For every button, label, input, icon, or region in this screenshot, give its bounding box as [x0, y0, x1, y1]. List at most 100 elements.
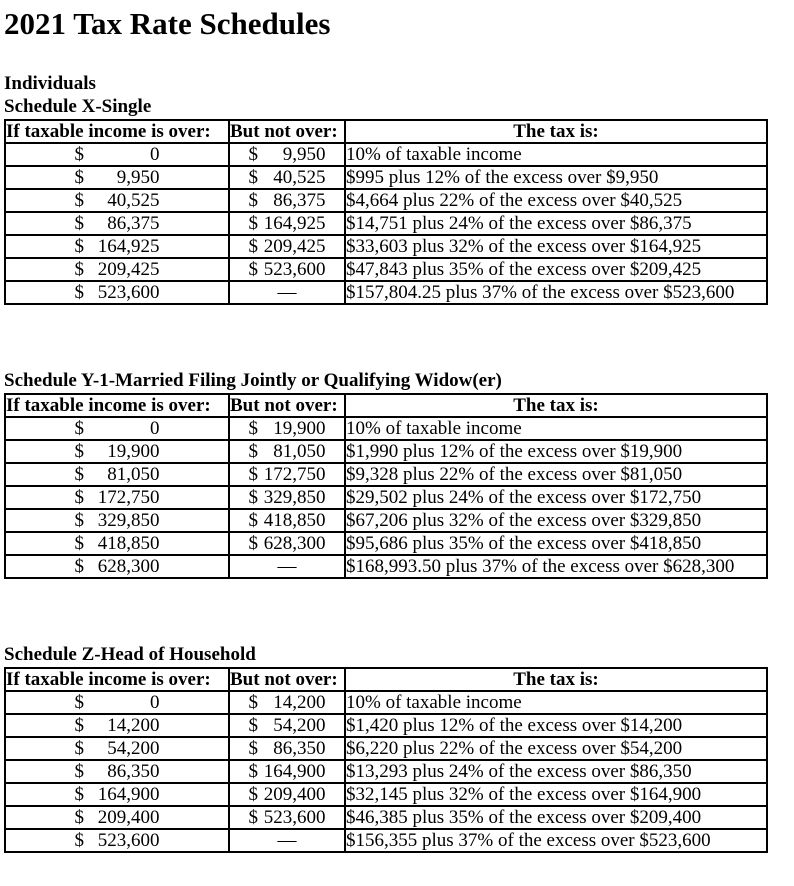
tax-table-x: If taxable income is over: But not over:…: [4, 119, 768, 305]
tax-description: $1,420 plus 12% of the excess over $14,2…: [345, 714, 767, 737]
currency-symbol: $: [74, 807, 85, 828]
currency-symbol: $: [74, 144, 85, 165]
tax-description: 10% of taxable income: [345, 691, 767, 714]
income-over-cell: $209,400: [5, 806, 229, 829]
not-over-cell: $86,350: [229, 737, 345, 760]
income-over-amount: $523,600: [75, 830, 160, 851]
tax-description: $29,502 plus 24% of the excess over $172…: [345, 486, 767, 509]
income-over-value: 0: [150, 692, 160, 713]
income-over-amount: $9,950: [75, 167, 160, 188]
tax-description: $46,385 plus 35% of the excess over $209…: [345, 806, 767, 829]
not-over-amount: $209,425: [249, 236, 326, 257]
income-over-value: 209,400: [97, 807, 160, 828]
not-over-value: 628,300: [263, 533, 326, 554]
currency-symbol: $: [74, 761, 85, 782]
currency-symbol: $: [74, 282, 85, 303]
income-over-value: 14,200: [107, 715, 160, 736]
header-row: If taxable income is over: But not over:…: [5, 394, 767, 417]
not-over-amount: $164,900: [249, 761, 326, 782]
income-over-value: 628,300: [97, 556, 160, 577]
col-header-not-over: But not over:: [229, 668, 345, 691]
income-over-value: 19,900: [107, 441, 160, 462]
income-over-value: 9,950: [116, 167, 160, 188]
income-over-value: 0: [150, 144, 160, 165]
col-header-income-over: If taxable income is over:: [5, 668, 229, 691]
income-over-amount: $628,300: [75, 556, 160, 577]
income-over-value: 523,600: [97, 282, 160, 303]
currency-symbol: $: [74, 830, 85, 851]
bracket-row: $81,050 $172,750 $9,328 plus 22% of the ex…: [5, 463, 767, 486]
income-over-amount: $40,525: [75, 190, 160, 211]
income-over-amount: $14,200: [75, 715, 160, 736]
bracket-row: $0 $9,950 10% of taxable income: [5, 143, 767, 166]
not-over-cell: $164,900: [229, 760, 345, 783]
schedule-y1-title: Schedule Y-1-Married Filing Jointly or Q…: [4, 370, 502, 391]
currency-symbol: $: [248, 807, 259, 828]
income-over-cell: $81,050: [5, 463, 229, 486]
schedule-x-title: Schedule X-Single: [4, 96, 152, 117]
not-over-value: 329,850: [263, 487, 326, 508]
not-over-amount: $523,600: [249, 807, 326, 828]
not-over-cell: $164,925: [229, 212, 345, 235]
not-over-cell: $628,300: [229, 532, 345, 555]
not-over-amount: $86,375: [249, 190, 326, 211]
tax-description: $67,206 plus 32% of the excess over $329…: [345, 509, 767, 532]
income-over-value: 329,850: [97, 510, 160, 531]
currency-symbol: $: [248, 144, 259, 165]
bracket-row: $9,950 $40,525 $995 plus 12% of the excess…: [5, 166, 767, 189]
bracket-row: $86,375 $164,925 $14,751 plus 24% of the e…: [5, 212, 767, 235]
tax-description: $4,664 plus 22% of the excess over $40,5…: [345, 189, 767, 212]
not-over-cell: —: [229, 281, 345, 304]
currency-symbol: $: [248, 487, 259, 508]
not-over-value: 209,425: [263, 236, 326, 257]
tax-description: $95,686 plus 35% of the excess over $418…: [345, 532, 767, 555]
income-over-value: 86,375: [107, 213, 160, 234]
bracket-row: $86,350 $164,900 $13,293 plus 24% of the e…: [5, 760, 767, 783]
income-over-cell: $164,925: [5, 235, 229, 258]
income-over-amount: $209,425: [75, 259, 160, 280]
header-row: If taxable income is over: But not over:…: [5, 120, 767, 143]
not-over-cell: —: [229, 829, 345, 852]
income-over-value: 172,750: [97, 487, 160, 508]
not-over-value: 418,850: [263, 510, 326, 531]
tax-description: $1,990 plus 12% of the excess over $19,9…: [345, 440, 767, 463]
tax-table-z: If taxable income is over: But not over:…: [4, 667, 768, 853]
not-over-amount: $418,850: [249, 510, 326, 531]
bracket-row: $40,525 $86,375 $4,664 plus 22% of the exc…: [5, 189, 767, 212]
schedule-z-title: Schedule Z-Head of Household: [4, 644, 256, 665]
income-over-amount: $19,900: [75, 441, 160, 462]
tax-description: $32,145 plus 32% of the excess over $164…: [345, 783, 767, 806]
bracket-row: $164,925 $209,425 $33,603 plus 32% of the …: [5, 235, 767, 258]
not-over-value: 19,900: [273, 418, 326, 439]
not-over-cell: $523,600: [229, 258, 345, 281]
not-over-amount: $523,600: [249, 259, 326, 280]
bracket-row: $628,300 — $168,993.50 plus 37% of the exc…: [5, 555, 767, 578]
bracket-row: $329,850 $418,850 $67,206 plus 32% of the …: [5, 509, 767, 532]
income-over-value: 40,525: [107, 190, 160, 211]
tax-description: $13,293 plus 24% of the excess over $86,…: [345, 760, 767, 783]
bracket-row: $418,850 $628,300 $95,686 plus 35% of the …: [5, 532, 767, 555]
income-over-cell: $418,850: [5, 532, 229, 555]
income-over-amount: $172,750: [75, 487, 160, 508]
not-over-value: 81,050: [273, 441, 326, 462]
income-over-cell: $19,900: [5, 440, 229, 463]
tax-description: $157,804.25 plus 37% of the excess over …: [345, 281, 767, 304]
income-over-cell: $14,200: [5, 714, 229, 737]
not-over-amount: $86,350: [249, 738, 326, 759]
currency-symbol: $: [248, 738, 259, 759]
tax-description: $156,355 plus 37% of the excess over $52…: [345, 829, 767, 852]
currency-symbol: $: [74, 190, 85, 211]
not-over-cell: $81,050: [229, 440, 345, 463]
income-over-cell: $172,750: [5, 486, 229, 509]
not-over-cell: $86,375: [229, 189, 345, 212]
income-over-value: 164,925: [97, 236, 160, 257]
not-over-value: 523,600: [263, 807, 326, 828]
currency-symbol: $: [74, 510, 85, 531]
income-over-cell: $523,600: [5, 281, 229, 304]
not-over-cell: $172,750: [229, 463, 345, 486]
not-over-amount: $329,850: [249, 487, 326, 508]
currency-symbol: $: [248, 259, 259, 280]
schedule-x-section: Schedule X-Single If taxable income is o…: [4, 95, 790, 305]
income-over-cell: $329,850: [5, 509, 229, 532]
income-over-cell: $523,600: [5, 829, 229, 852]
